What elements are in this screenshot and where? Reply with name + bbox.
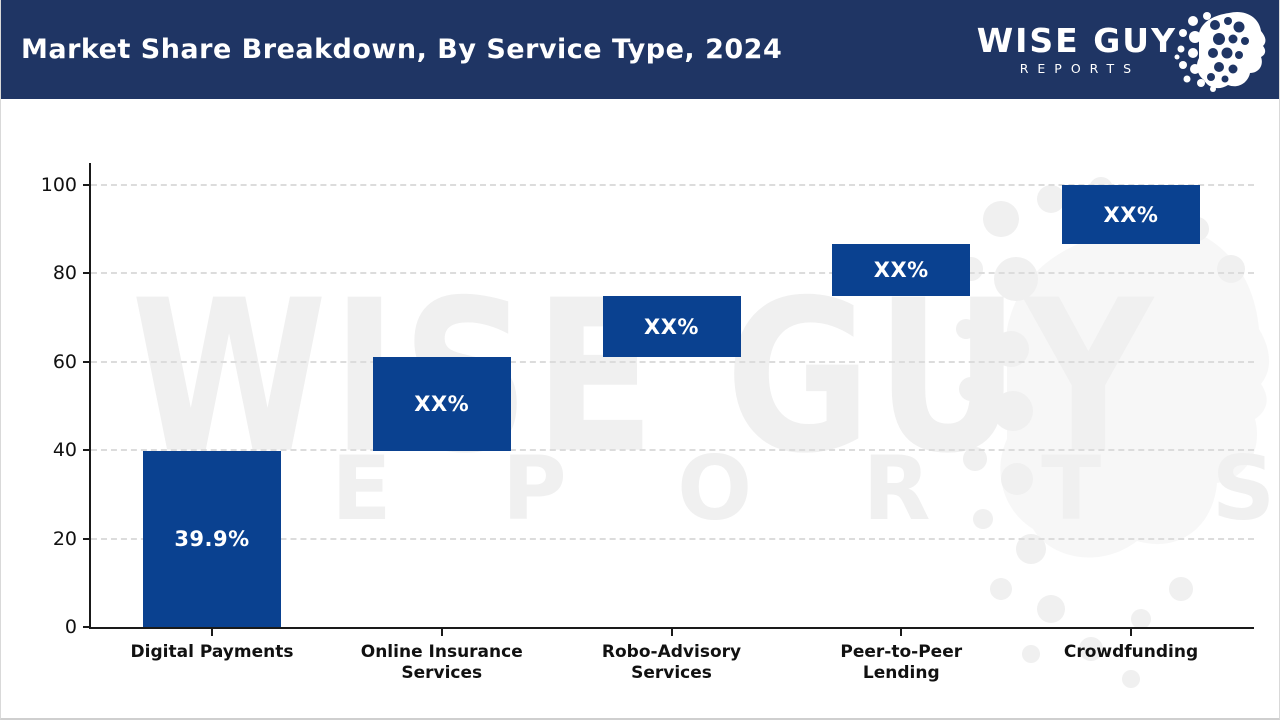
gridline-60 bbox=[91, 360, 1254, 363]
bar-robo-advisory-services: XX% bbox=[602, 296, 741, 358]
x-tick-mark bbox=[211, 629, 213, 636]
x-category-label: Online Insurance Services bbox=[360, 642, 523, 684]
x-tick-mark bbox=[670, 629, 673, 636]
gridline-80 bbox=[91, 272, 1254, 275]
x-category-label: Robo-Advisory Services bbox=[601, 642, 742, 684]
gridline-100 bbox=[91, 184, 1254, 186]
y-tick-mark bbox=[83, 360, 90, 363]
wiseguy-logo: WISE GUY REPORTS bbox=[977, 7, 1267, 93]
wiseguy-head-icon bbox=[1174, 11, 1266, 92]
y-axis-line bbox=[89, 163, 91, 629]
y-tick-label: 80 bbox=[52, 262, 77, 285]
watermark-wiseguy: WISE GUY bbox=[131, 255, 1157, 500]
gridline-40 bbox=[91, 449, 1254, 452]
bar-digital-payments: 39.9% bbox=[143, 450, 281, 627]
x-tick-mark bbox=[1130, 629, 1132, 636]
bar-online-insurance-services: XX% bbox=[372, 357, 511, 451]
watermark-reports: R E P O R T S bbox=[153, 437, 1280, 540]
y-tick-label: 40 bbox=[52, 439, 77, 462]
x-category-label: Peer-to-Peer Lending bbox=[840, 642, 963, 684]
bar-value-label: 39.9% bbox=[174, 526, 250, 551]
header-bar: Market Share Breakdown, By Service Type,… bbox=[1, 0, 1279, 99]
y-tick-mark bbox=[83, 184, 90, 186]
x-axis-line bbox=[89, 627, 1254, 629]
wiseguy-logo-text: WISE GUY REPORTS bbox=[977, 24, 1177, 76]
bar-peer-to-peer-lending: XX% bbox=[832, 244, 971, 297]
bar-value-label: XX% bbox=[644, 314, 699, 339]
x-category-label: Digital Payments bbox=[130, 642, 294, 662]
logo-wiseguy-label: WISE GUY bbox=[976, 20, 1177, 60]
y-tick-mark bbox=[83, 449, 90, 452]
y-tick-label: 0 bbox=[64, 616, 77, 638]
y-tick-mark bbox=[83, 537, 90, 540]
chart-title: Market Share Breakdown, By Service Type,… bbox=[21, 34, 783, 65]
bar-value-label: XX% bbox=[1103, 202, 1159, 227]
y-tick-label: 60 bbox=[52, 350, 77, 373]
y-tick-mark bbox=[83, 626, 90, 628]
y-tick-label: 100 bbox=[40, 174, 77, 196]
bar-value-label: XX% bbox=[873, 258, 929, 283]
x-tick-mark bbox=[440, 629, 443, 636]
logo-reports-label: REPORTS bbox=[1019, 60, 1141, 76]
x-tick-mark bbox=[900, 629, 903, 636]
bar-value-label: XX% bbox=[414, 392, 470, 416]
plot-area: WISE GUY R E P O R T S 39.9% XX% XX% XX% XX% bbox=[1, 99, 1280, 718]
y-tick-label: 20 bbox=[52, 527, 77, 550]
bar-crowdfunding: XX% bbox=[1062, 185, 1200, 245]
y-tick-mark bbox=[83, 272, 90, 275]
x-category-label: Crowdfunding bbox=[1063, 642, 1199, 662]
gridline-20 bbox=[91, 537, 1254, 540]
